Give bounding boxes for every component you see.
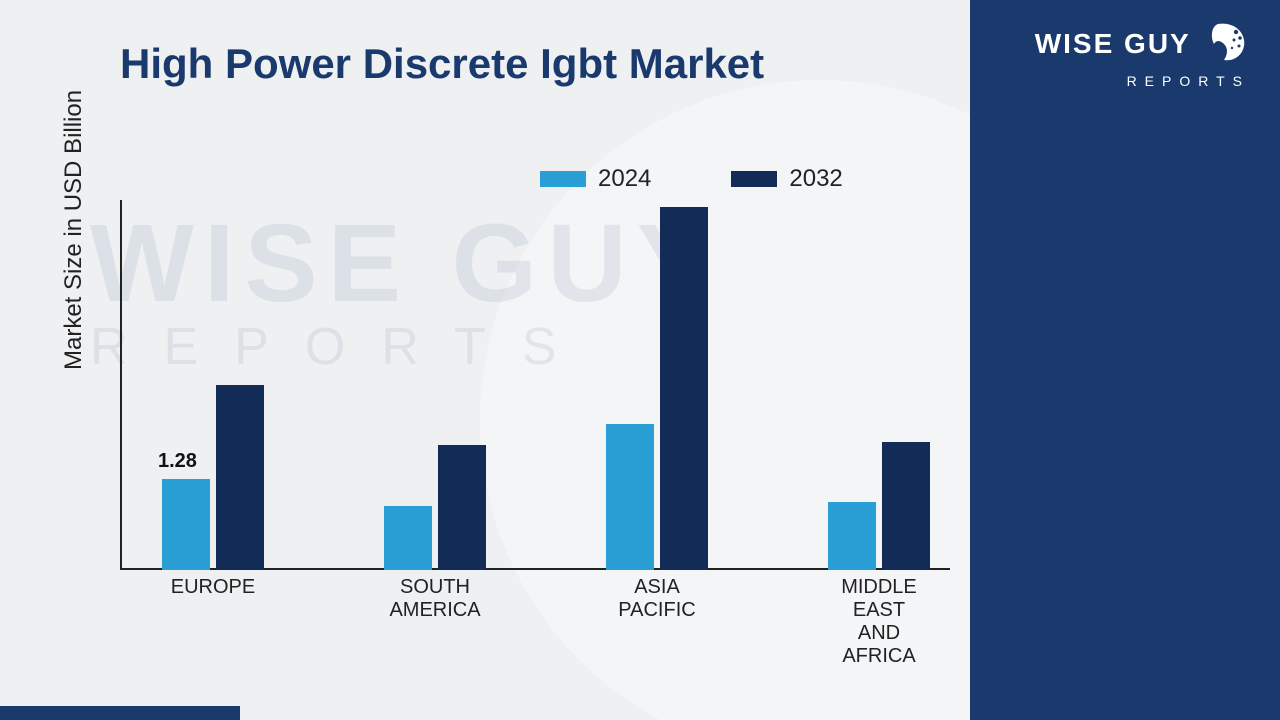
bar-group: MIDDLEEASTANDAFRICA [828,200,930,570]
bar [438,445,486,570]
brand-line1: WISE GUY [1035,28,1191,59]
legend-item-2032: 2032 [731,165,842,193]
category-label: ASIAPACIFIC [576,570,738,622]
y-axis-label: Market Size in USD Billion [60,90,88,370]
bar [216,385,264,570]
bar [660,207,708,570]
chart-title: High Power Discrete Igbt Market [120,40,764,88]
footer-accent-bar [0,706,240,720]
category-label: EUROPE [132,570,294,599]
brand-band [970,0,1280,720]
legend-label-2024: 2024 [598,165,651,193]
chart-canvas: WISE GUY REPORTS WISE GUY REPORTS High P… [0,0,1280,720]
bar-group: ASIAPACIFIC [606,200,708,570]
legend-swatch-2024 [540,171,586,187]
bar-group: EUROPE [162,200,264,570]
legend-label-2032: 2032 [789,165,842,193]
brand-line2: REPORTS [1035,73,1250,89]
bar-group: SOUTHAMERICA [384,200,486,570]
bar [882,442,930,570]
brand-logo: WISE GUY REPORTS [1035,20,1250,89]
plot-area: EUROPE SOUTHAMERICA ASIAPACIFIC MIDDLEEASTA… [120,200,950,570]
legend-swatch-2032 [731,171,777,187]
bar [606,424,654,570]
legend-item-2024: 2024 [540,165,651,193]
bar [828,502,876,570]
legend: 2024 2032 [540,165,843,193]
value-label: 1.28 [158,450,197,473]
y-axis-line [120,200,122,570]
bar [384,506,432,570]
brand-head-icon [1206,20,1250,71]
category-label: MIDDLEEASTANDAFRICA [798,570,960,668]
bar [162,479,210,570]
category-label: SOUTHAMERICA [354,570,516,622]
